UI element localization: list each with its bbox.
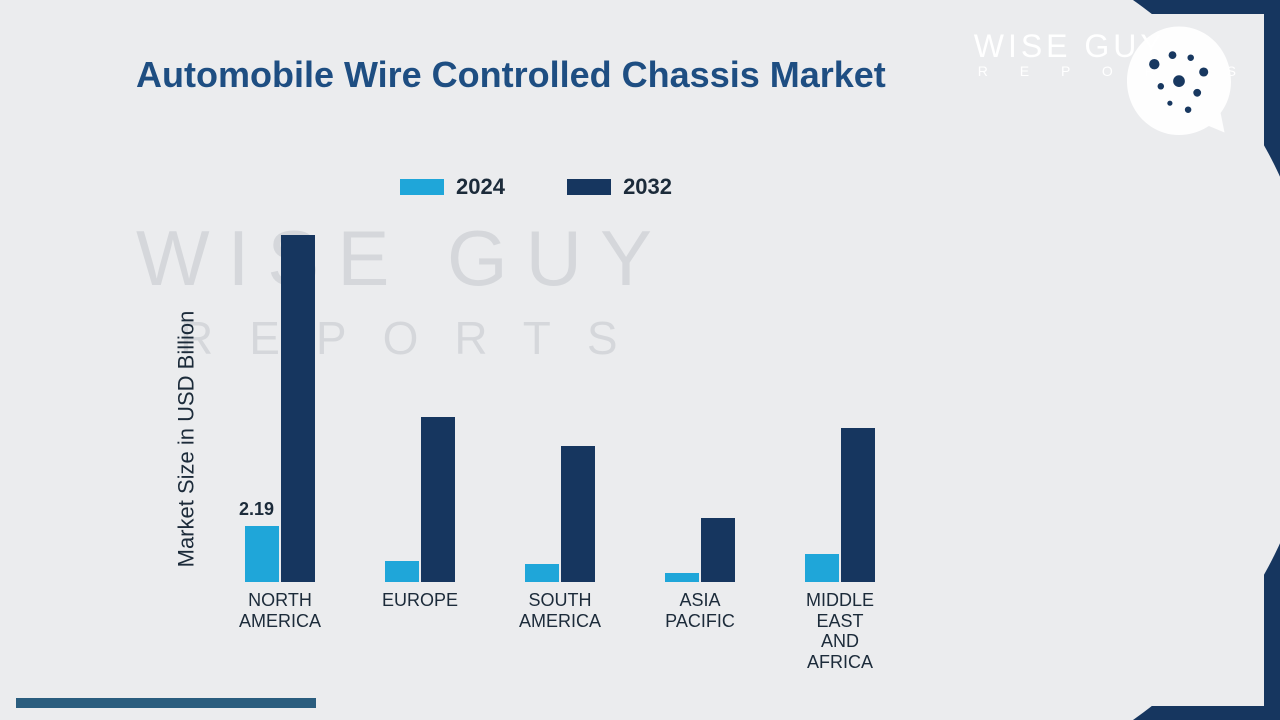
bar-group: NORTH AMERICA	[245, 235, 315, 582]
legend-swatch-2024	[400, 179, 444, 195]
bar-2032	[281, 235, 315, 582]
bar-group: ASIA PACIFIC	[665, 518, 735, 582]
card: Automobile Wire Controlled Chassis Marke…	[16, 14, 1264, 706]
legend-label-2032: 2032	[623, 174, 672, 200]
bar-2032	[841, 428, 875, 582]
page-title: Automobile Wire Controlled Chassis Marke…	[136, 54, 886, 95]
accent-bar	[16, 698, 316, 708]
category-label: NORTH AMERICA	[210, 590, 350, 631]
stage: Automobile Wire Controlled Chassis Marke…	[0, 0, 1280, 720]
value-label: 2.19	[239, 499, 274, 520]
brand-head-icon	[1114, 20, 1244, 150]
bar-group: MIDDLE EAST AND AFRICA	[805, 428, 875, 582]
bar-2024	[805, 554, 839, 582]
category-label: SOUTH AMERICA	[490, 590, 630, 631]
category-label: ASIA PACIFIC	[630, 590, 770, 631]
bar-2032	[421, 417, 455, 582]
bar-2024	[525, 564, 559, 582]
legend-item-2024: 2024	[400, 174, 505, 200]
legend-item-2032: 2032	[567, 174, 672, 200]
chart: Market Size in USD Billion 2024 2032 NOR…	[96, 174, 976, 704]
category-label: MIDDLE EAST AND AFRICA	[770, 590, 910, 673]
legend-swatch-2032	[567, 179, 611, 195]
bar-group: SOUTH AMERICA	[525, 446, 595, 582]
bar-2032	[561, 446, 595, 582]
plot-area: NORTH AMERICA2.19 EUROPE SOUTH AMERICA ASIA…	[160, 222, 960, 582]
category-label: EUROPE	[350, 590, 490, 611]
bar-2024	[385, 561, 419, 582]
legend-label-2024: 2024	[456, 174, 505, 200]
bar-group: EUROPE	[385, 417, 455, 582]
bar-2024	[665, 573, 699, 582]
bar-2024	[245, 526, 279, 582]
bar-2032	[701, 518, 735, 582]
legend: 2024 2032	[96, 174, 976, 201]
